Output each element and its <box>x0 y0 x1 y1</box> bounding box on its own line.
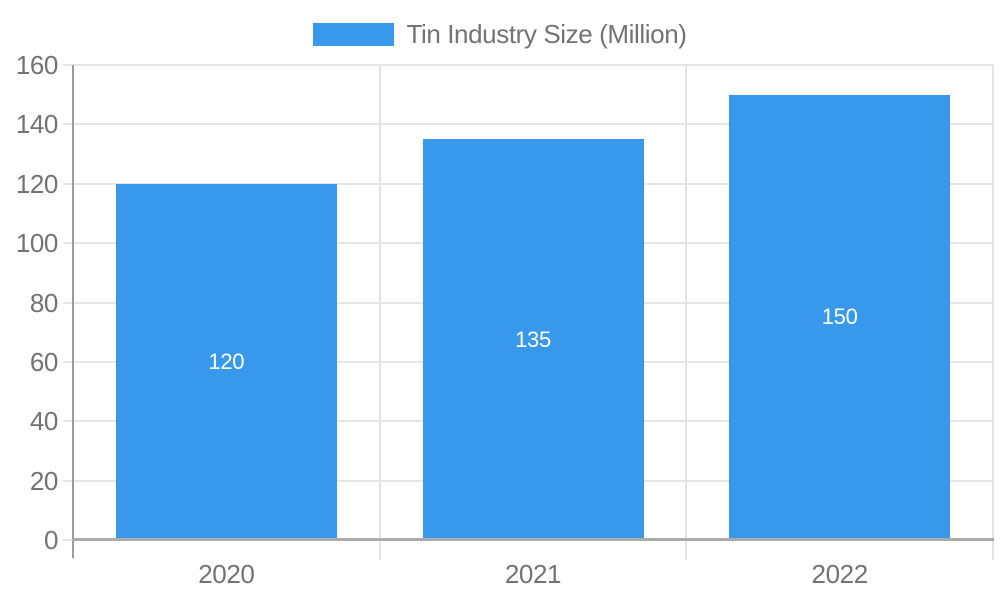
category-separator <box>685 65 688 560</box>
y-tick-label: 100 <box>15 228 59 259</box>
legend-label: Tin Industry Size (Million) <box>406 19 687 49</box>
bar-value-label: 120 <box>208 348 245 374</box>
y-tick-label: 0 <box>43 525 58 555</box>
x-category-label: 2022 <box>811 559 869 589</box>
bar-value-label: 150 <box>821 304 858 330</box>
y-tick-label: 20 <box>29 465 59 496</box>
category-separator <box>378 65 381 560</box>
plot-right-border <box>992 65 994 560</box>
y-tick-label: 140 <box>15 109 59 140</box>
y-axis-line <box>72 65 74 558</box>
y-tick-label: 160 <box>15 50 59 80</box>
bar-2022: 150 <box>729 94 951 540</box>
bar-2021: 135 <box>422 139 644 540</box>
gridline-y160 <box>63 64 993 66</box>
y-tick-label: 40 <box>29 406 59 437</box>
x-category-label: 2021 <box>504 559 562 589</box>
x-axis-baseline <box>72 538 994 541</box>
bar-value-label: 135 <box>515 326 551 352</box>
plot-area: 120 135 150 0 20 40 60 80 100 120 140 160 2020 2021 20… <box>16 50 994 589</box>
bar-2020: 120 <box>115 183 337 540</box>
y-tick-label: 120 <box>15 168 59 199</box>
legend-swatch <box>313 23 395 46</box>
y-tick-label: 80 <box>29 287 59 318</box>
chart-legend: Tin Industry Size (Million) <box>0 19 1000 50</box>
x-category-label: 2020 <box>198 559 255 589</box>
y-tick-label: 60 <box>29 346 59 377</box>
gridline-y140 <box>63 123 993 126</box>
